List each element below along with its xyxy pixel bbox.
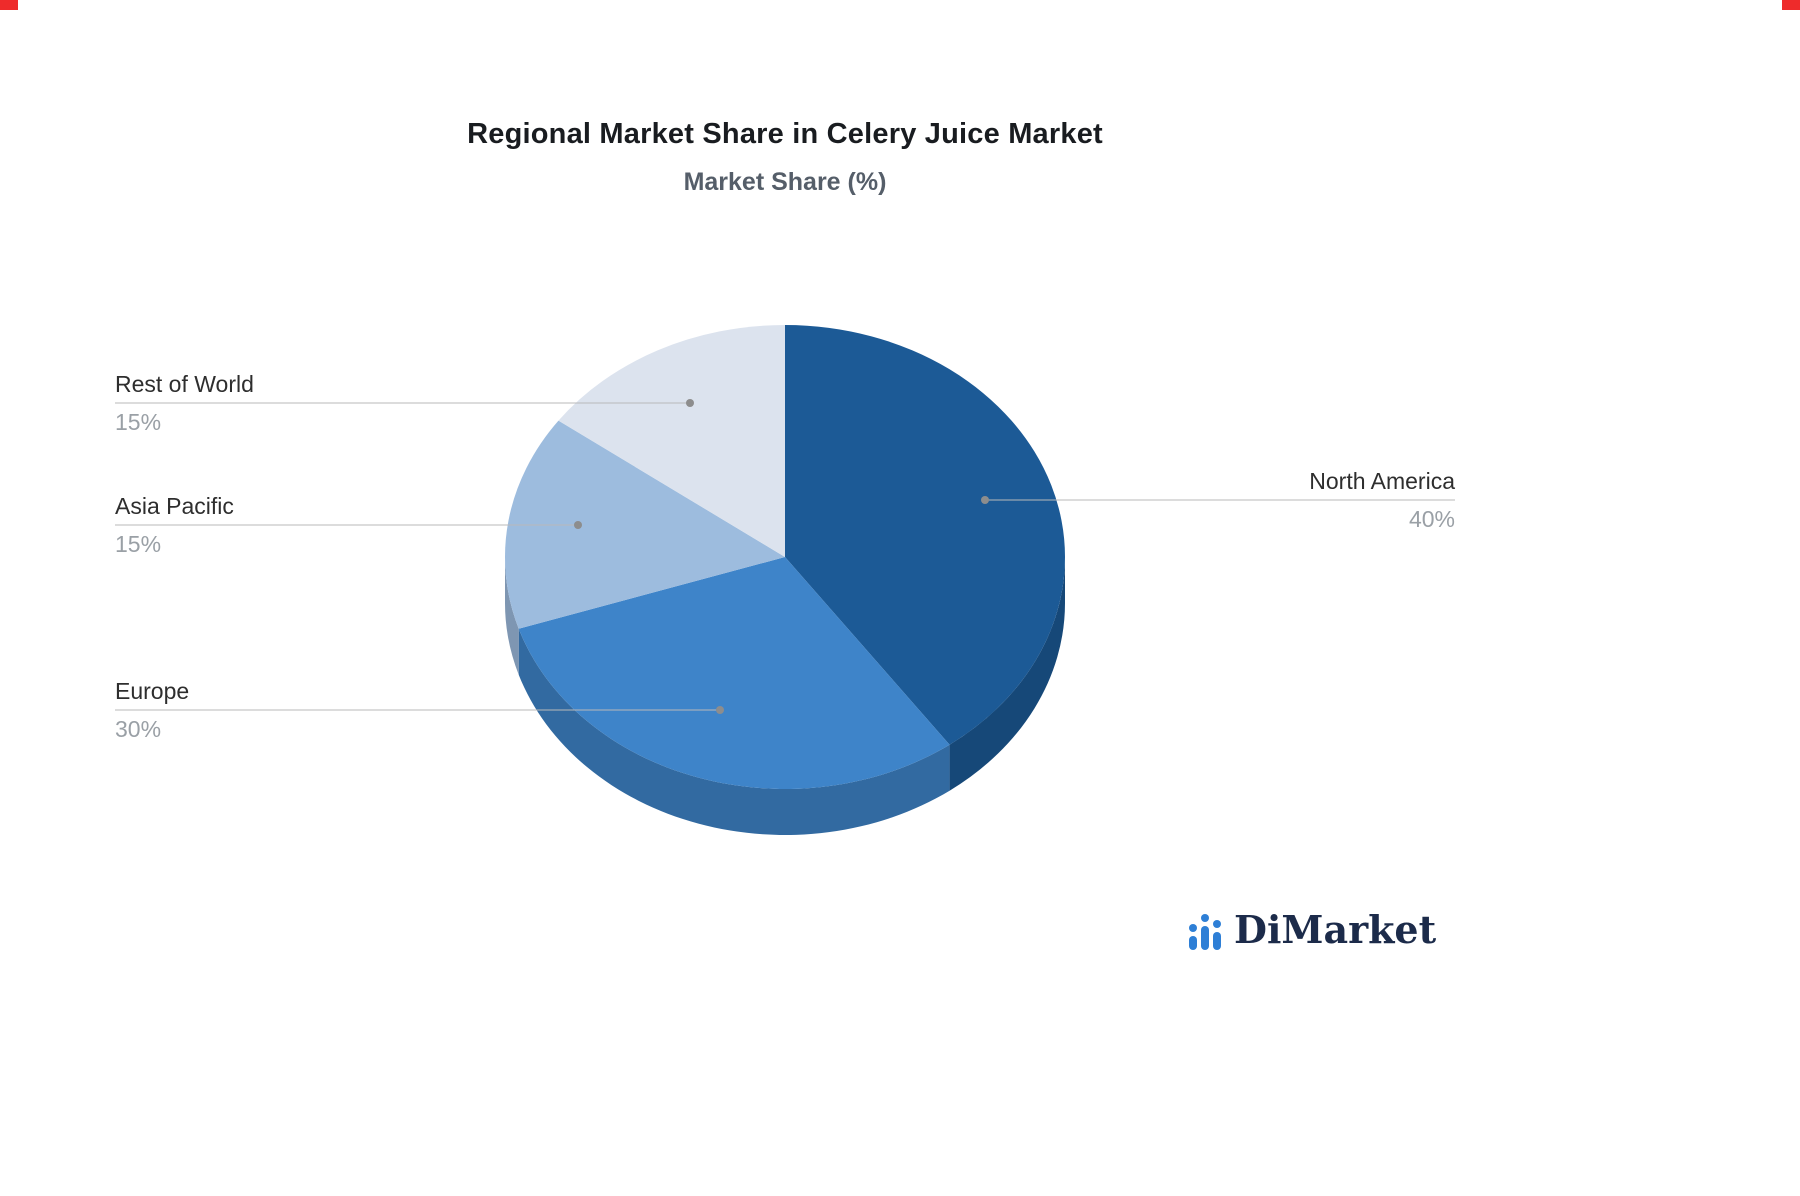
- slice-label-north-america: North America 40%: [1309, 467, 1455, 533]
- slice-name: Rest of World: [115, 371, 254, 397]
- corner-marker-right: [1782, 0, 1800, 10]
- brand-logo-text: DiMarket: [1234, 907, 1437, 952]
- slice-label-rest-of-world: Rest of World 15%: [115, 370, 254, 436]
- corner-marker-left: [0, 0, 18, 10]
- slice-value: 40%: [1408, 506, 1455, 532]
- chart-subtitle: Market Share (%): [683, 168, 887, 196]
- bar-chart-icon: [1189, 914, 1221, 950]
- slice-name: North America: [1309, 468, 1455, 494]
- slice-label-europe: Europe 30%: [115, 677, 189, 743]
- slice-name: Asia Pacific: [115, 493, 234, 519]
- slice-label-asia-pacific: Asia Pacific 15%: [115, 492, 234, 558]
- slice-value: 15%: [115, 409, 162, 435]
- slice-value: 15%: [115, 531, 162, 557]
- chart-title: Regional Market Share in Celery Juice Ma…: [467, 118, 1103, 150]
- slice-name: Europe: [115, 678, 190, 704]
- slice-value: 30%: [115, 716, 162, 742]
- brand-logo: DiMarket: [1188, 906, 1436, 954]
